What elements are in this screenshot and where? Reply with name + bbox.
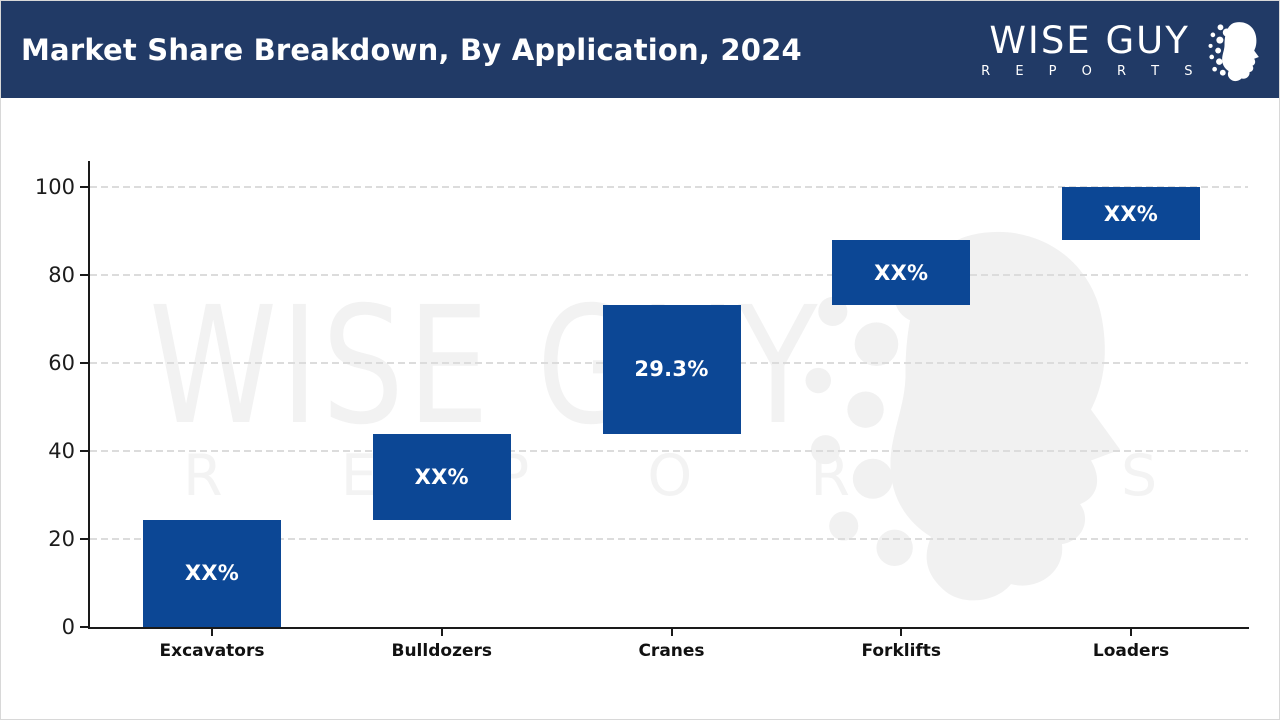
bar-excavators: XX% <box>143 519 281 627</box>
bar-value-label-cranes: 29.3% <box>634 357 709 382</box>
y-tick-label-100: 100 <box>34 175 75 199</box>
x-tick-mark-bulldozers <box>440 629 443 636</box>
y-tick-label-40: 40 <box>48 439 75 463</box>
x-tick-mark-loaders <box>1130 629 1132 636</box>
y-tick-mark-100 <box>80 186 88 188</box>
x-tick-label-loaders: Loaders <box>1092 641 1170 661</box>
brand-subtitle: R E P O R T S <box>981 63 1203 79</box>
x-tick-label-bulldozers: Bulldozers <box>391 641 493 661</box>
bar-value-label-excavators: XX% <box>184 561 240 586</box>
x-axis-line <box>88 627 1249 629</box>
bar-value-label-bulldozers: XX% <box>414 464 469 489</box>
bar-loaders: XX% <box>1062 187 1200 241</box>
x-tick-label-excavators: Excavators <box>159 641 265 661</box>
y-axis-line <box>88 161 90 629</box>
brand-logo: WISE GUY R E P O R T S <box>976 9 1267 91</box>
page-title: Market Share Breakdown, By Application, … <box>21 32 802 67</box>
x-tick-label-cranes: Cranes <box>638 641 705 661</box>
y-tick-label-80: 80 <box>48 263 75 287</box>
x-tick-label-forklifts: Forklifts <box>861 641 942 661</box>
x-tick-mark-excavators <box>211 629 213 636</box>
y-tick-mark-80 <box>80 274 88 276</box>
x-tick-mark-forklifts <box>900 629 903 636</box>
header-band: Market Share Breakdown, By Application, … <box>1 1 1279 98</box>
y-tick-mark-40 <box>80 450 88 452</box>
y-tick-mark-20 <box>80 538 88 540</box>
bar-forklifts: XX% <box>832 240 971 305</box>
wise-guy-face-icon <box>1208 21 1259 81</box>
brand-name: WISE GUY <box>989 18 1190 62</box>
bar-value-label-loaders: XX% <box>1103 201 1159 226</box>
gridline-100 <box>90 186 1248 188</box>
y-tick-mark-0 <box>80 626 88 628</box>
bar-value-label-forklifts: XX% <box>874 260 929 285</box>
gridline-80 <box>90 274 1248 276</box>
y-tick-label-0: 0 <box>61 615 75 639</box>
x-tick-mark-cranes <box>670 629 673 636</box>
y-tick-label-20: 20 <box>48 527 75 551</box>
gridline-20 <box>90 538 1248 540</box>
watermark-face-icon <box>805 231 1121 601</box>
y-tick-label-60: 60 <box>48 351 75 375</box>
gridline-40 <box>90 450 1248 452</box>
bar-bulldozers: XX% <box>372 433 511 520</box>
y-tick-mark-60 <box>80 362 88 364</box>
bar-cranes: 29.3% <box>602 304 741 434</box>
